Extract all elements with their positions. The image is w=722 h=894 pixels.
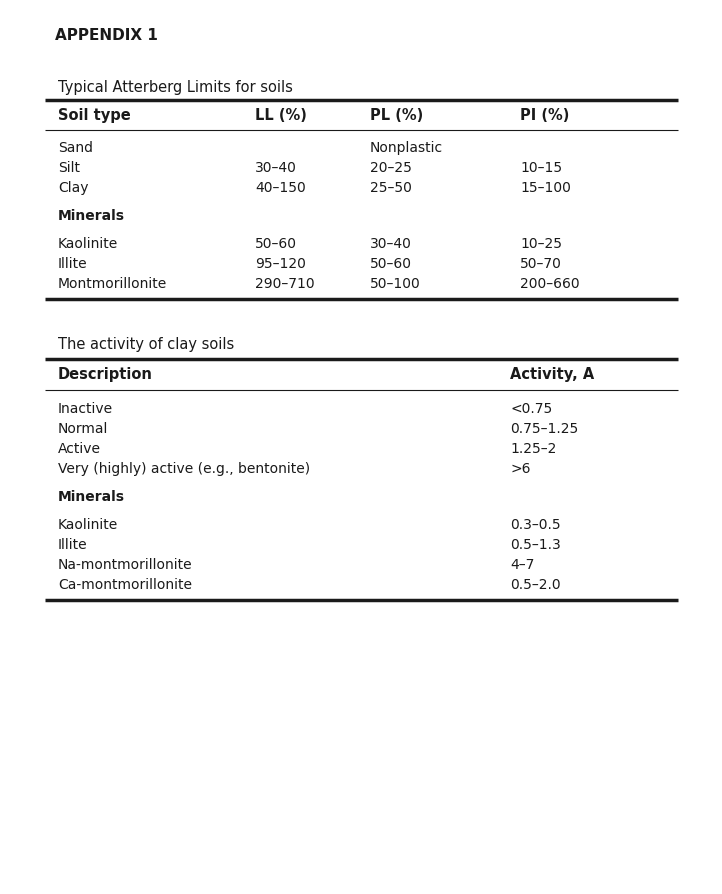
Text: 40–150: 40–150 [255, 181, 305, 195]
Text: >6: >6 [510, 462, 531, 476]
Text: Nonplastic: Nonplastic [370, 141, 443, 155]
Text: 200–660: 200–660 [520, 277, 580, 291]
Text: Sand: Sand [58, 141, 93, 155]
Text: 15–100: 15–100 [520, 181, 571, 195]
Text: Montmorillonite: Montmorillonite [58, 277, 168, 291]
Text: 0.5–1.3: 0.5–1.3 [510, 538, 561, 552]
Text: The activity of clay soils: The activity of clay soils [58, 337, 234, 352]
Text: Typical Atterberg Limits for soils: Typical Atterberg Limits for soils [58, 80, 293, 95]
Text: 10–15: 10–15 [520, 161, 562, 175]
Text: 20–25: 20–25 [370, 161, 412, 175]
Text: Very (highly) active (e.g., bentonite): Very (highly) active (e.g., bentonite) [58, 462, 310, 476]
Text: 25–50: 25–50 [370, 181, 412, 195]
Text: LL (%): LL (%) [255, 108, 307, 123]
Text: Illite: Illite [58, 257, 87, 271]
Text: 30–40: 30–40 [370, 237, 412, 251]
Text: Description: Description [58, 367, 153, 382]
Text: Na-montmorillonite: Na-montmorillonite [58, 558, 193, 572]
Text: 30–40: 30–40 [255, 161, 297, 175]
Text: <0.75: <0.75 [510, 402, 552, 416]
Text: Soil type: Soil type [58, 108, 131, 123]
Text: Activity, A: Activity, A [510, 367, 594, 382]
Text: 290–710: 290–710 [255, 277, 315, 291]
Text: 10–25: 10–25 [520, 237, 562, 251]
Text: 50–100: 50–100 [370, 277, 421, 291]
Text: Silt: Silt [58, 161, 80, 175]
Text: APPENDIX 1: APPENDIX 1 [55, 28, 158, 43]
Text: Active: Active [58, 442, 101, 456]
Text: Kaolinite: Kaolinite [58, 518, 118, 532]
Text: Ca-montmorillonite: Ca-montmorillonite [58, 578, 192, 592]
Text: 50–70: 50–70 [520, 257, 562, 271]
Text: 4–7: 4–7 [510, 558, 534, 572]
Text: Normal: Normal [58, 422, 108, 436]
Text: Illite: Illite [58, 538, 87, 552]
Text: 50–60: 50–60 [370, 257, 412, 271]
Text: PL (%): PL (%) [370, 108, 423, 123]
Text: 0.3–0.5: 0.3–0.5 [510, 518, 560, 532]
Text: Clay: Clay [58, 181, 89, 195]
Text: Minerals: Minerals [58, 209, 125, 223]
Text: 0.5–2.0: 0.5–2.0 [510, 578, 560, 592]
Text: Kaolinite: Kaolinite [58, 237, 118, 251]
Text: Inactive: Inactive [58, 402, 113, 416]
Text: 50–60: 50–60 [255, 237, 297, 251]
Text: Minerals: Minerals [58, 490, 125, 504]
Text: PI (%): PI (%) [520, 108, 570, 123]
Text: 1.25–2: 1.25–2 [510, 442, 557, 456]
Text: 0.75–1.25: 0.75–1.25 [510, 422, 578, 436]
Text: 95–120: 95–120 [255, 257, 306, 271]
